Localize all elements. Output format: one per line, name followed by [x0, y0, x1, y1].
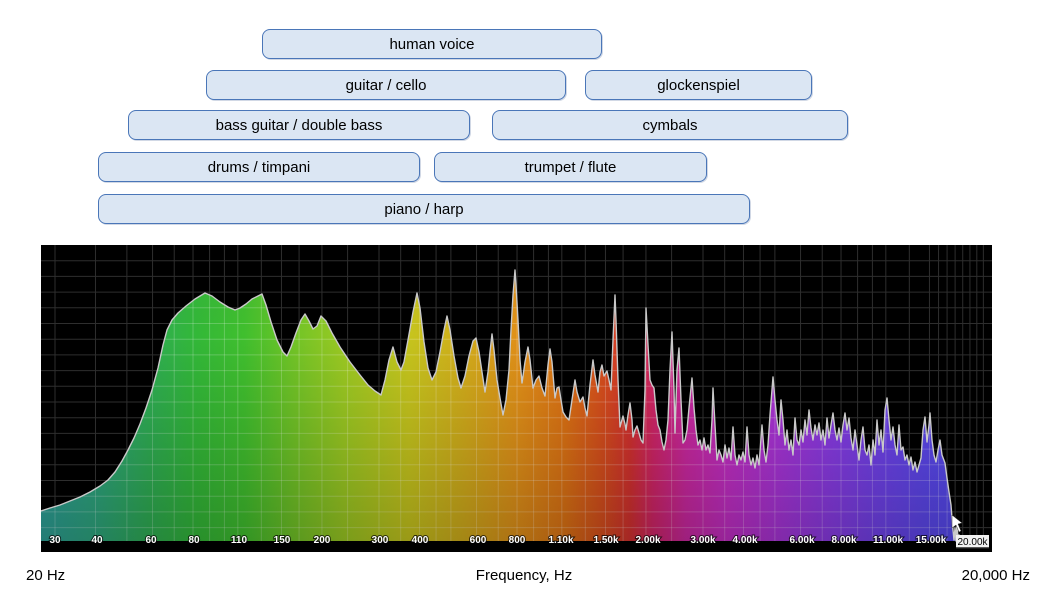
cursor-readout: 20.00k — [951, 514, 989, 549]
range-box-label: cymbals — [642, 116, 698, 134]
tick-label: 11.00k — [873, 535, 903, 546]
range-box-piano-harp: piano / harp — [98, 194, 750, 224]
range-box-glockenspiel: glockenspiel — [585, 70, 812, 100]
tick-label: 8.00k — [831, 535, 856, 546]
range-box-label: bass guitar / double bass — [215, 116, 383, 134]
frequency-tick-labels: 30 40 60 80 110 150 200 300 400 600 800 1.10k 1.50k 2… — [48, 534, 947, 547]
range-box-label: guitar / cello — [345, 76, 427, 94]
tick-label: 1.50k — [593, 535, 618, 546]
spectrum-analyzer-svg: 30 40 60 80 110 150 200 300 400 600 800 1.10k 1.50k 2… — [40, 245, 992, 552]
spectrum-analyzer-image: 30 40 60 80 110 150 200 300 400 600 800 1.10k 1.50k 2… — [40, 245, 992, 552]
tick-label: 80 — [188, 535, 200, 546]
range-box-trumpet-flute: trumpet / flute — [434, 152, 707, 182]
tick-label: 600 — [470, 535, 487, 546]
tick-label: 400 — [412, 535, 429, 546]
tick-label: 300 — [372, 535, 389, 546]
tick-label: 2.00k — [635, 535, 660, 546]
range-box-label: piano / harp — [384, 200, 464, 218]
range-box-human-voice: human voice — [262, 29, 602, 59]
cursor-label-box — [956, 535, 989, 548]
tick-label: 60 — [145, 535, 157, 546]
tick-label: 3.00k — [690, 535, 715, 546]
axis-title: Frequency, Hz — [475, 567, 573, 584]
tick-label: 15.00k — [916, 535, 947, 546]
mouse-cursor-icon — [951, 514, 963, 533]
range-box-label: trumpet / flute — [524, 158, 617, 176]
tick-label: 1.10k — [548, 535, 573, 546]
axis-max-label: 20,000 Hz — [961, 567, 1030, 584]
tick-label: 110 — [231, 535, 248, 546]
tick-label: 30 — [49, 535, 61, 546]
tick-label: 40 — [91, 535, 103, 546]
spectrum-outline — [40, 269, 961, 542]
tick-label: 800 — [509, 535, 526, 546]
range-box-label: glockenspiel — [657, 76, 740, 94]
range-box-label: drums / timpani — [207, 158, 311, 176]
range-box-cymbals: cymbals — [492, 110, 848, 140]
tick-label: 4.00k — [732, 535, 757, 546]
range-box-label: human voice — [389, 35, 475, 53]
tick-label: 150 — [274, 535, 291, 546]
range-box-guitar-cello: guitar / cello — [206, 70, 566, 100]
range-box-drums-timpani: drums / timpani — [98, 152, 420, 182]
range-box-bass-guitar-double-bass: bass guitar / double bass — [128, 110, 470, 140]
tick-label: 200 — [314, 535, 331, 546]
axis-min-label: 20 Hz — [26, 567, 66, 584]
cursor-label: 20.00k — [957, 537, 988, 548]
tick-label: 6.00k — [789, 535, 814, 546]
